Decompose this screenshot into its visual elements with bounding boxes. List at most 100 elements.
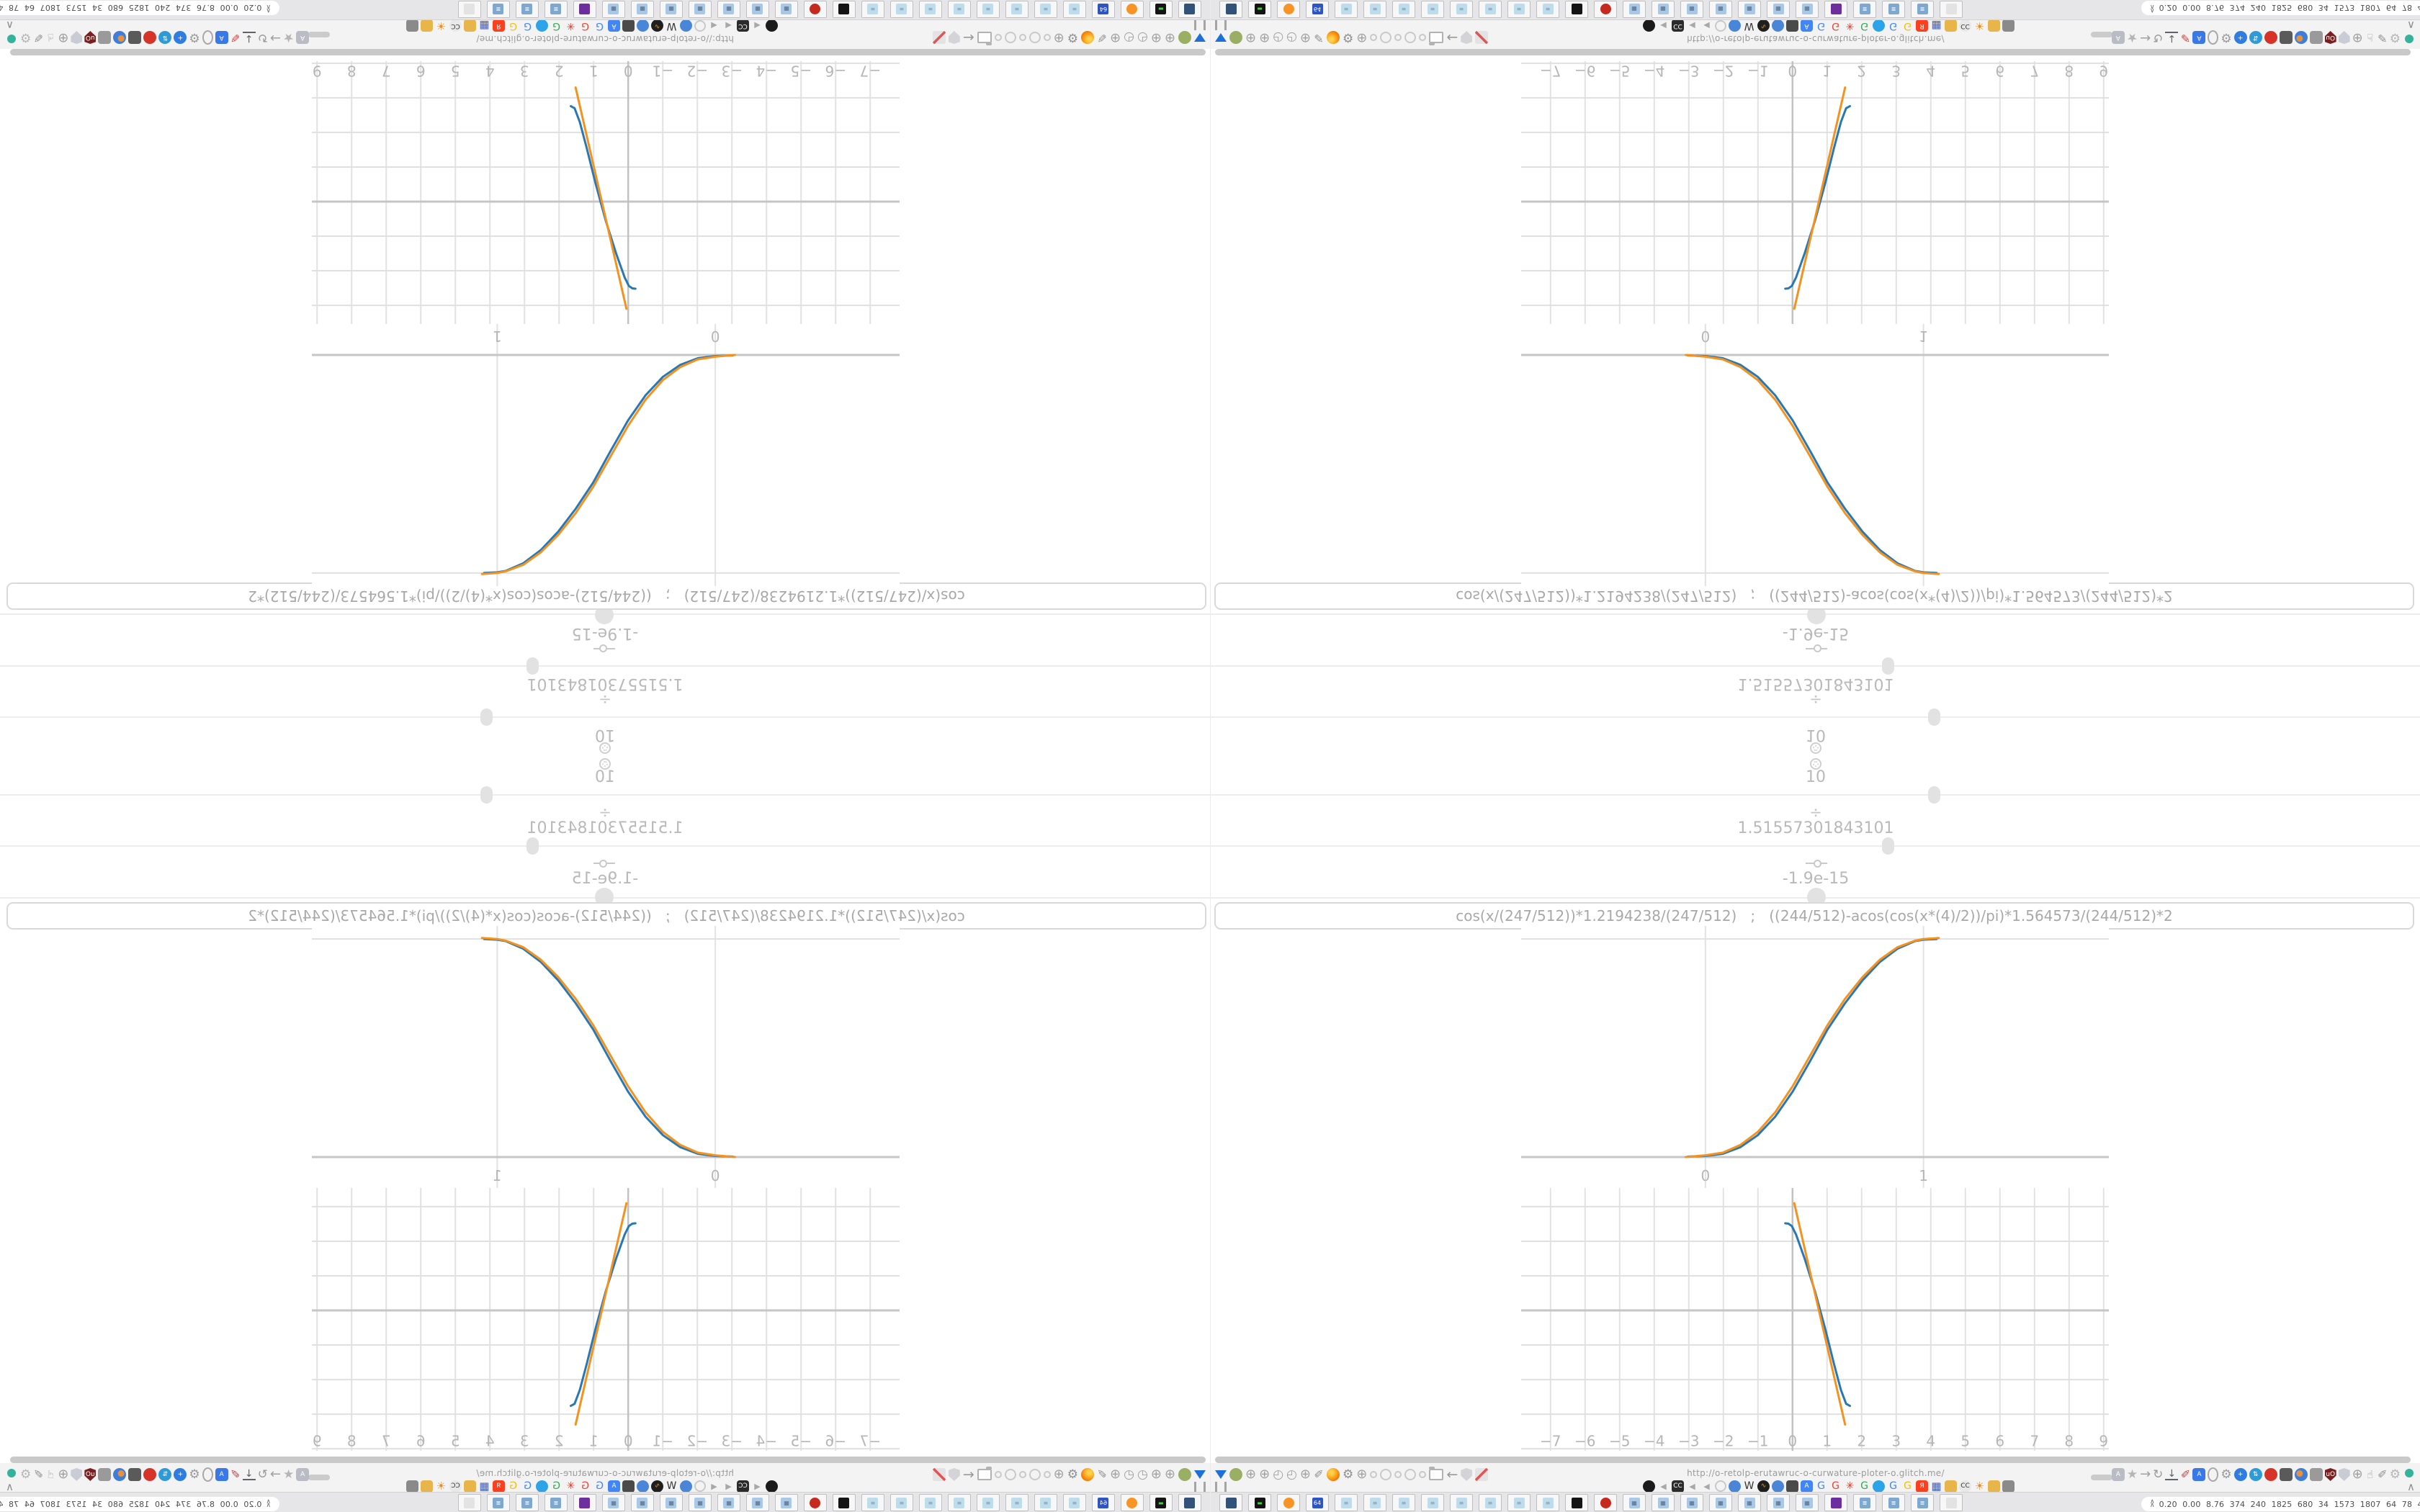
cc-circle-icon[interactable]: CC xyxy=(449,1480,462,1493)
pause-icon[interactable] xyxy=(1194,1482,1206,1492)
divide-icon[interactable]: ÷ xyxy=(599,691,611,708)
shield-icon[interactable] xyxy=(71,31,82,44)
pause-icon[interactable] xyxy=(1215,20,1227,30)
notepad-button[interactable]: ≡ xyxy=(1363,1494,1386,1511)
google-icon[interactable]: G xyxy=(1817,20,1825,32)
cc-icon[interactable]: CC xyxy=(1672,1480,1684,1493)
mute-icon[interactable]: ◀ xyxy=(711,1481,717,1491)
stop-button[interactable] xyxy=(804,1,827,18)
calculator-button[interactable]: ▦ xyxy=(775,1494,798,1511)
divide-icon[interactable]: ÷ xyxy=(1809,804,1822,821)
globe-icon[interactable]: ⊕ xyxy=(2352,1467,2363,1482)
chevron-up-icon[interactable]: ∧ xyxy=(6,19,14,32)
google-icon[interactable]: G xyxy=(524,20,532,32)
world-icon[interactable] xyxy=(2294,31,2308,44)
thumb-icon[interactable]: ☝ xyxy=(47,31,54,45)
gear-outline-icon[interactable]: ⚙ xyxy=(20,1467,32,1482)
brush-icon[interactable]: ✐ xyxy=(230,31,241,45)
slider-track[interactable] xyxy=(1211,837,2420,855)
wikipedia-icon[interactable]: W xyxy=(1744,1480,1754,1492)
cc-icon[interactable]: CC xyxy=(1672,19,1684,32)
slider-handle[interactable] xyxy=(1882,657,1894,675)
cc-icon[interactable]: CC xyxy=(737,19,749,32)
mute-icon[interactable]: ◀ xyxy=(1703,21,1710,31)
stack-value-2[interactable]: -1.9e-15 xyxy=(1782,624,1850,642)
stack-value-result[interactable]: 10 xyxy=(595,768,615,786)
wikipedia-icon[interactable]: W xyxy=(666,1480,677,1492)
mute-icon[interactable]: ◀ xyxy=(754,1481,761,1491)
ublock-icon[interactable]: uO xyxy=(84,1468,96,1481)
world-icon[interactable] xyxy=(2294,1468,2308,1481)
slider-icon[interactable] xyxy=(593,859,615,868)
ublock-icon[interactable]: uO xyxy=(2324,1468,2336,1481)
trash-icon[interactable] xyxy=(2279,1468,2293,1481)
sync-icon[interactable]: ⇅ xyxy=(158,31,172,44)
google-icon[interactable]: G xyxy=(552,1480,560,1492)
mouse-oval-icon[interactable] xyxy=(2208,30,2219,45)
circle-icon[interactable] xyxy=(1404,1469,1417,1480)
mute-circle-icon[interactable] xyxy=(694,1480,706,1492)
notepad-button[interactable]: ≡ xyxy=(1479,1494,1502,1511)
owl-button[interactable] xyxy=(1824,1494,1847,1511)
notepad-button[interactable]: ≡ xyxy=(1005,1,1028,18)
globe-icon[interactable]: ⊕ xyxy=(1259,1467,1270,1482)
google-icon[interactable]: G xyxy=(1832,1480,1839,1492)
red-gear-icon[interactable]: ✳ xyxy=(566,1480,575,1492)
slider-track[interactable] xyxy=(1211,888,2420,906)
screen-capture-button[interactable]: ▬ xyxy=(1150,1494,1173,1511)
slider-icon[interactable] xyxy=(1806,644,1827,653)
owl-button[interactable] xyxy=(1824,1,1847,18)
notepad-button[interactable]: ≡ xyxy=(977,1494,1000,1511)
stack-value-1[interactable]: 1.51557301843101 xyxy=(1737,675,1894,693)
system-monitor-button[interactable] xyxy=(1178,1,1201,18)
refresh-icon[interactable]: ↻ xyxy=(2153,1467,2164,1482)
barrel-icon[interactable] xyxy=(1786,19,1798,32)
calculator-button[interactable]: ▦ xyxy=(1796,1494,1819,1511)
gear-icon[interactable]: ⚙ xyxy=(2220,30,2232,45)
stack-value-2[interactable]: -1.9e-15 xyxy=(571,870,639,888)
archive-icon[interactable] xyxy=(98,1468,112,1481)
notepad-button[interactable]: ≡ xyxy=(919,1,942,18)
image-icon[interactable] xyxy=(1988,19,2000,32)
stack-value-2[interactable]: -1.9e-15 xyxy=(571,624,639,642)
calculator-button[interactable]: ▦ xyxy=(1767,1,1790,18)
slider-track[interactable] xyxy=(0,786,1210,804)
gtranslate-icon[interactable]: A xyxy=(1801,19,1813,32)
owl-button[interactable] xyxy=(573,1,596,18)
record-stop-icon[interactable] xyxy=(143,1468,157,1481)
add-icon[interactable]: + xyxy=(2233,31,2247,44)
star-icon[interactable]: ★ xyxy=(282,30,295,45)
translate-blue-icon[interactable]: A xyxy=(2192,1468,2206,1481)
thumb-icon[interactable]: ☝ xyxy=(2367,31,2374,45)
globe-blue-icon[interactable] xyxy=(637,1480,649,1493)
system-monitor-button[interactable] xyxy=(1219,1,1242,18)
gear-outline-icon[interactable]: ⚙ xyxy=(2389,30,2401,45)
target-icon[interactable] xyxy=(599,742,611,754)
notepad-button[interactable]: ≡ xyxy=(1363,1,1386,18)
scroll-button[interactable]: ≣ xyxy=(544,1,568,18)
star-icon[interactable]: ★ xyxy=(282,1467,295,1482)
image-icon[interactable] xyxy=(421,1480,433,1493)
slider-handle[interactable] xyxy=(526,657,539,675)
floppy-64-button[interactable]: 64 xyxy=(1306,1494,1329,1511)
person-slash-icon[interactable] xyxy=(1475,1468,1489,1481)
wrench-icon[interactable]: ✐ xyxy=(1314,1467,1324,1481)
add-icon[interactable]: + xyxy=(174,31,187,44)
floppy-64-button[interactable]: 64 xyxy=(1092,1,1115,18)
wrench-icon[interactable]: ✐ xyxy=(2378,1467,2388,1481)
scroll-button[interactable]: ≣ xyxy=(516,1494,539,1511)
gear-icon[interactable]: ⚙ xyxy=(2220,1467,2232,1482)
firefox-button[interactable] xyxy=(1277,1494,1300,1511)
horizontal-scrollbar[interactable] xyxy=(1215,49,2411,55)
formula-input[interactable]: cos(x/(247/512))*1.2194238/(247/512) ; (… xyxy=(1214,582,2414,610)
stack-value-1[interactable]: 1.51557301843101 xyxy=(526,819,684,837)
stack-value-1[interactable]: 1.51557301843101 xyxy=(1737,819,1894,837)
download-icon[interactable]: ↓ xyxy=(2165,1469,2179,1480)
translate-page-icon[interactable]: A xyxy=(2111,31,2125,44)
notepad-button[interactable]: ≡ xyxy=(1450,1494,1473,1511)
toolbar-scroll-pill[interactable] xyxy=(2091,1475,2112,1480)
formula-input[interactable]: cos(x/(247/512))*1.2194238/(247/512) ; (… xyxy=(1214,902,2414,930)
image-icon[interactable] xyxy=(1945,19,1957,32)
mute-icon[interactable]: ◀ xyxy=(725,21,732,31)
